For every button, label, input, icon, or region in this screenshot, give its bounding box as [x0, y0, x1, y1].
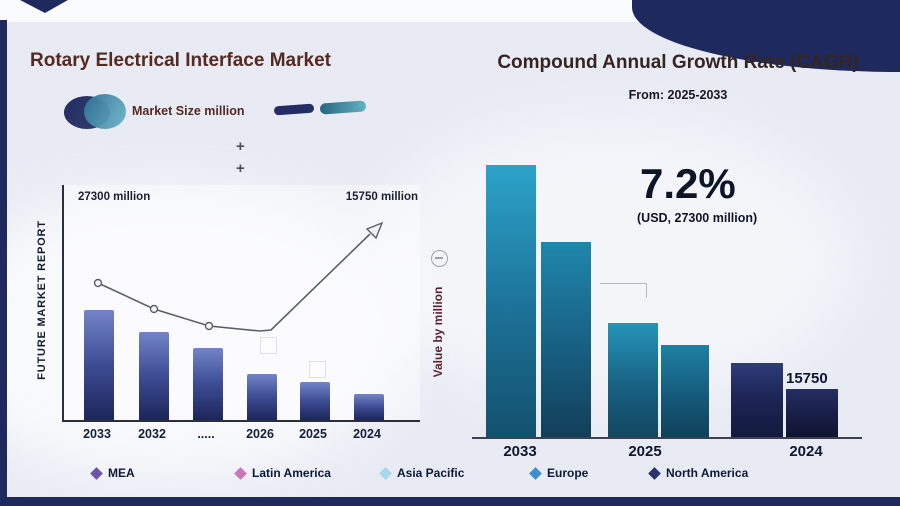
legend-item-mea: MEA — [90, 466, 135, 480]
legend-label: Latin America — [252, 466, 331, 480]
decor-white-swoosh-left — [0, 190, 410, 480]
left-chart-side-label: FUTURE MARKET REPORT — [36, 220, 48, 380]
value-label-15750: 15750 — [786, 370, 828, 387]
trend-marker — [93, 278, 103, 288]
x-label-dots: ..... — [197, 427, 215, 441]
trend-line — [97, 233, 371, 332]
x-label-2025-right: 2025 — [628, 443, 662, 460]
left-bar-chart: 27300 million 15750 million — [62, 185, 420, 422]
decor-step-bracket — [600, 283, 647, 298]
diamond-icon — [234, 466, 247, 480]
trend-line-overlay — [93, 221, 384, 332]
diamond-icon — [90, 466, 103, 480]
legend-label: Asia Pacific — [397, 466, 465, 480]
bar-2025 — [300, 382, 330, 420]
decor-bottom-edge-bar — [0, 497, 900, 506]
bar-2033-secondary — [541, 242, 591, 437]
bar-dots — [193, 348, 223, 420]
cagr-value: 7.2% — [640, 160, 736, 207]
trend-marker — [149, 304, 159, 314]
x-label-2025: 2025 — [299, 427, 327, 441]
right-chart-subtitle: From: 2025-2033 — [628, 88, 728, 102]
bar-2024-primary — [731, 363, 783, 437]
market-size-swatch-teal — [84, 94, 126, 129]
legend-pill-teal — [319, 100, 367, 115]
x-label-2024-right: 2024 — [789, 443, 823, 460]
x-label-2026: 2026 — [246, 427, 274, 441]
bar-2025-primary — [608, 323, 658, 437]
diamond-icon — [379, 466, 392, 480]
x-label-2032: 2032 — [138, 427, 166, 441]
right-chart-title: Compound Annual Growth Rate (CAGR) — [497, 52, 859, 73]
bar-2032 — [139, 332, 169, 420]
bar-2033 — [84, 310, 114, 420]
left-chart-title: Rotary Electrical Interface Market — [30, 50, 331, 71]
diamond-icon — [529, 466, 542, 480]
annotation-15750: 15750 million — [345, 191, 418, 203]
x-label-2024: 2024 — [353, 427, 381, 441]
x-label-2033: 2033 — [83, 427, 111, 441]
circle-minus-icon — [431, 250, 448, 267]
bar-2033-primary — [486, 165, 536, 437]
annotation-27300: 27300 million — [78, 191, 151, 203]
legend-item-latin-america: Latin America — [234, 466, 331, 480]
trend-arrowhead — [365, 221, 384, 240]
decor-watermark-square — [309, 361, 326, 378]
plus-mark: + — [236, 138, 245, 155]
diamond-icon — [648, 466, 661, 480]
bar-2024 — [354, 394, 384, 420]
bar-2026 — [247, 374, 277, 420]
legend-pill-navy — [273, 103, 315, 116]
plus-mark: + — [236, 160, 245, 177]
right-bar-chart — [472, 150, 862, 439]
bar-2024-secondary — [786, 389, 838, 437]
decor-left-edge-bar — [0, 20, 7, 498]
bar-2025-secondary — [661, 345, 709, 437]
x-label-2033-right: 2033 — [503, 443, 537, 460]
legend-label: Europe — [547, 466, 589, 480]
legend-item-asia-pacific: Asia Pacific — [379, 466, 465, 480]
legend-label: North America — [666, 466, 749, 480]
legend-item-north-america: North America — [648, 466, 749, 480]
decor-watermark-square — [260, 337, 277, 354]
cagr-note: (USD, 27300 million) — [637, 211, 758, 225]
legend-item-europe: Europe — [529, 466, 589, 480]
trend-marker — [204, 321, 214, 331]
right-chart-ylabel: Value by million — [431, 286, 445, 378]
legend-label: MEA — [108, 466, 135, 480]
market-size-legend-label: Market Size million — [132, 104, 245, 118]
